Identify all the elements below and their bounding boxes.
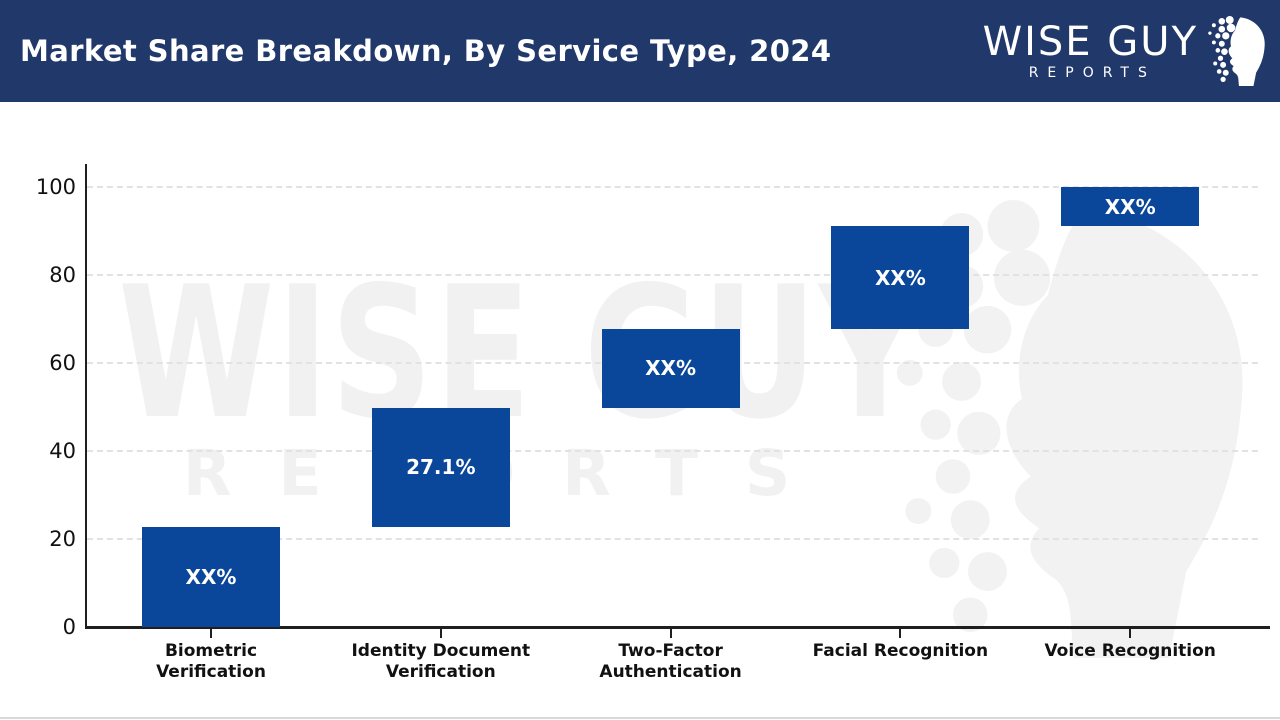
bar-value-label: XX% [1104,194,1156,219]
x-tick-label: Identity Document Verification [351,641,531,682]
y-tick-label: 100 [35,175,76,199]
gridline [87,538,1258,540]
x-axis-line [85,626,1270,629]
gridline [87,274,1258,276]
header-bar: Market Share Breakdown, By Service Type,… [0,0,1280,102]
bar-value-label: 27.1% [406,455,476,480]
y-tick-label: 80 [49,263,76,287]
x-tick-label: Facial Recognition [812,641,989,661]
x-tick-label: Biometric Verification [156,641,266,682]
logo-text: WISE GUY REPORTS [983,22,1198,81]
x-tick-label: Two-Factor Authentication [599,641,742,682]
bar: XX% [1061,187,1200,227]
x-tick-mark [1129,629,1132,638]
wiseguy-logo: WISE GUY REPORTS [983,12,1280,90]
gridline [87,186,1258,188]
logo-subtitle: REPORTS [1028,64,1156,81]
bar: 27.1% [371,407,510,528]
logo-wordmark: WISE GUY [982,18,1198,65]
bar: XX% [831,226,970,330]
gridline [87,450,1258,452]
bar: XX% [601,329,740,408]
x-tick-mark [669,629,672,638]
x-tick-label: Voice Recognition [1044,641,1216,661]
logo-face-icon [1208,16,1265,86]
bottom-border [0,717,1280,719]
bar-value-label: XX% [874,265,926,290]
bar-value-label: XX% [185,565,237,590]
x-tick-mark [210,629,212,638]
bar: XX% [142,527,280,627]
y-tick-label: 40 [49,439,76,463]
y-tick-label: 60 [49,351,76,375]
y-tick-label: 0 [62,615,76,639]
x-tick-mark [899,629,902,638]
bar-value-label: XX% [645,356,697,381]
y-axis-line [85,164,87,629]
x-tick-mark [439,629,442,638]
chart-title: Market Share Breakdown, By Service Type,… [20,34,832,68]
y-tick-label: 20 [49,527,76,551]
